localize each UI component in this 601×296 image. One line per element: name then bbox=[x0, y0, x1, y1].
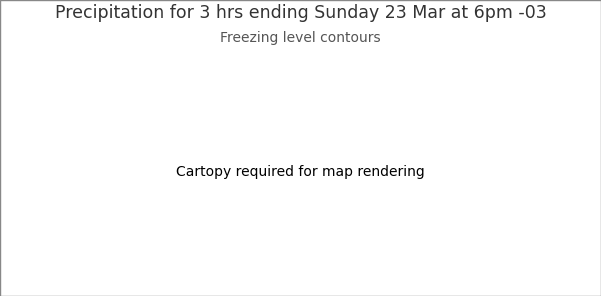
Text: Cartopy required for map rendering: Cartopy required for map rendering bbox=[176, 165, 425, 179]
Text: Precipitation for 3 hrs ending Sunday 23 Mar at 6pm -03: Precipitation for 3 hrs ending Sunday 23… bbox=[55, 4, 546, 22]
Text: Freezing level contours: Freezing level contours bbox=[220, 31, 381, 45]
